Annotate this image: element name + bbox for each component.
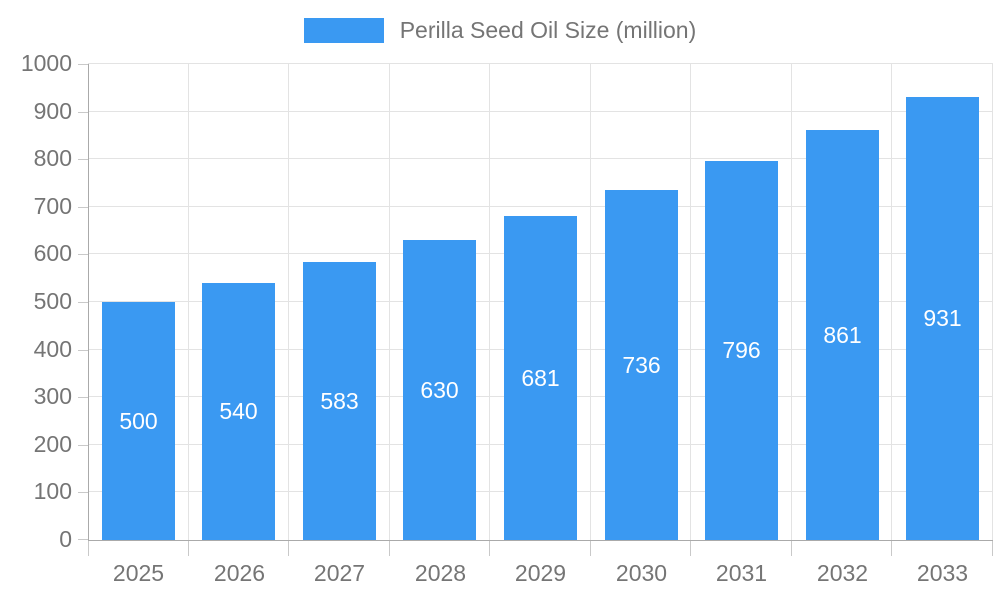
bar-value-label: 540 [219, 398, 258, 424]
bar-value-label: 500 [119, 407, 158, 434]
h-gridline [88, 158, 993, 160]
y-axis-tick [78, 159, 88, 161]
v-gridline [288, 64, 289, 540]
x-axis-label: 2027 [313, 560, 366, 586]
y-axis-label: 600 [33, 240, 72, 267]
x-axis-tick [590, 540, 591, 556]
x-axis-tick [188, 540, 189, 556]
x-axis-tick [489, 540, 490, 556]
v-gridline [791, 64, 792, 540]
x-axis-label: 2032 [816, 560, 869, 586]
y-axis-label: 300 [33, 383, 72, 410]
y-axis-tick [78, 349, 88, 351]
v-gridline [590, 64, 591, 540]
v-gridline [992, 64, 993, 540]
y-axis-label: 0 [59, 526, 72, 552]
x-axis-tick [791, 540, 792, 556]
y-axis-label: 500 [33, 288, 72, 314]
plot-area: 500 540 583 630 681 736 796 861 931 [78, 63, 993, 556]
x-axis-tick [389, 540, 390, 556]
bar-value-label: 630 [420, 376, 459, 403]
y-axis-label: 800 [33, 145, 72, 172]
y-axis-label: 100 [33, 478, 72, 505]
x-axis-label: 2028 [414, 560, 467, 586]
h-gridline [88, 63, 993, 64]
v-gridline [891, 64, 892, 540]
v-gridline [188, 64, 189, 540]
h-gridline [88, 110, 993, 112]
y-axis-label: 200 [33, 430, 72, 457]
bar-value-label: 796 [722, 337, 761, 363]
y-axis-label: 1000 [20, 50, 72, 76]
bar[interactable]: 931 [906, 97, 979, 540]
bar-value-label: 681 [521, 364, 560, 391]
bar[interactable]: 540 [202, 283, 275, 540]
v-gridline [389, 64, 390, 540]
bar[interactable]: 583 [303, 262, 376, 540]
bar[interactable]: 796 [705, 161, 778, 540]
y-axis-tick [78, 111, 88, 113]
x-axis-label: 2026 [213, 560, 266, 586]
bar[interactable]: 861 [806, 130, 879, 540]
x-axis-label: 2029 [514, 560, 567, 586]
x-axis-label: 2030 [615, 560, 668, 586]
y-axis-tick [78, 444, 88, 446]
x-axis-tick [88, 540, 89, 556]
bar-value-label: 583 [320, 387, 359, 414]
y-axis-line [88, 64, 89, 540]
bar[interactable]: 500 [102, 302, 175, 540]
x-axis-tick [690, 540, 691, 556]
bar-value-label: 861 [823, 321, 862, 348]
y-axis-tick [78, 206, 88, 208]
bar[interactable]: 681 [504, 216, 577, 540]
x-axis-line [88, 540, 993, 541]
x-axis-label: 2033 [916, 560, 969, 586]
legend-swatch [303, 18, 384, 43]
y-axis-tick [78, 539, 88, 540]
y-axis-tick [78, 397, 88, 399]
v-gridline [690, 64, 691, 540]
y-axis-tick [78, 254, 88, 256]
h-gridline [88, 205, 993, 207]
y-axis-label: 900 [33, 97, 72, 124]
legend[interactable]: Perilla Seed Oil Size (million) [0, 17, 1000, 44]
v-gridline [489, 64, 490, 540]
x-axis-tick [288, 540, 289, 556]
bar[interactable]: 630 [403, 240, 476, 540]
y-axis-tick [78, 492, 88, 494]
x-axis-label: 2031 [715, 560, 768, 586]
x-axis-tick [891, 540, 892, 556]
bar-value-label: 931 [923, 305, 962, 331]
y-axis-tick [78, 64, 88, 65]
bar[interactable]: 736 [605, 190, 678, 540]
x-axis-tick [992, 540, 993, 556]
y-axis-label: 700 [33, 192, 72, 219]
legend-label: Perilla Seed Oil Size (million) [399, 17, 697, 43]
x-axis-label: 2025 [112, 560, 165, 586]
y-axis-label: 400 [33, 335, 72, 362]
bar-value-label: 736 [622, 351, 661, 378]
y-axis-tick [78, 302, 88, 303]
